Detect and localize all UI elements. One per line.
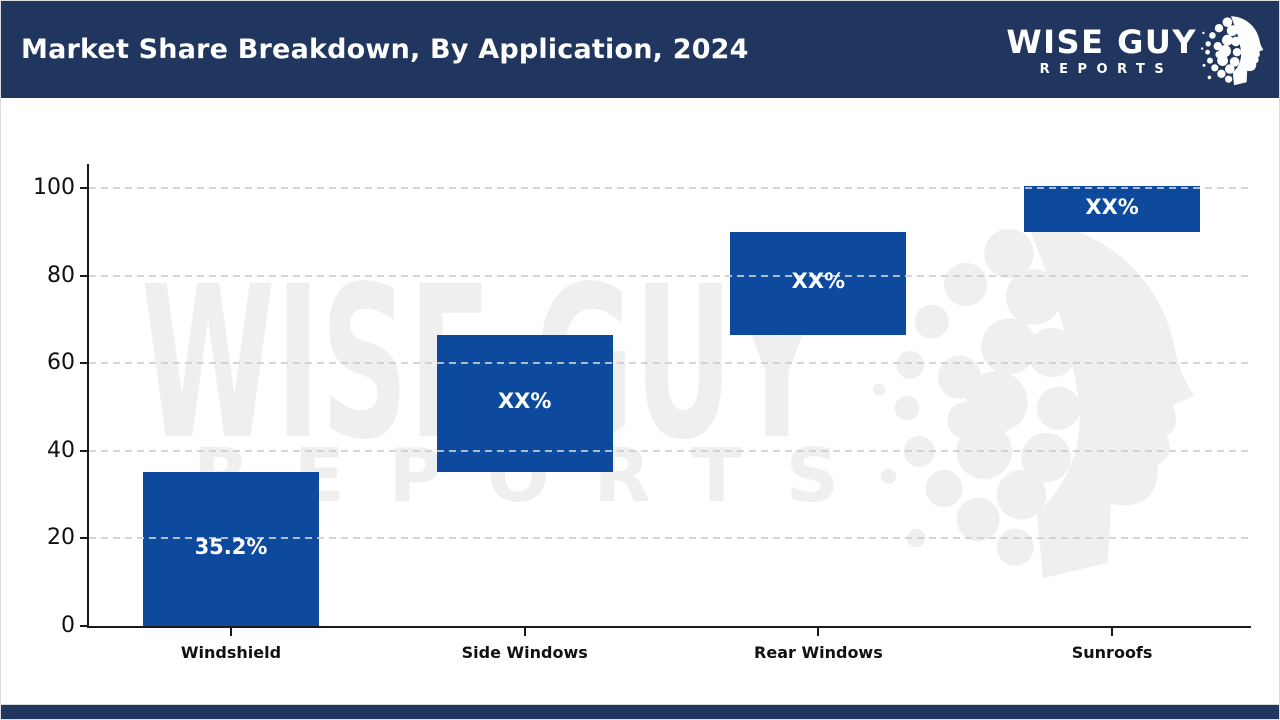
x-tick-mark bbox=[1111, 628, 1114, 636]
gridline bbox=[89, 274, 1249, 277]
x-tick-mark bbox=[523, 628, 526, 636]
bar bbox=[143, 471, 319, 626]
gridline bbox=[89, 449, 1249, 452]
x-tick-label: Side Windows bbox=[461, 643, 588, 662]
y-tick-label: 0 bbox=[61, 613, 75, 638]
page-title: Market Share Breakdown, By Application, … bbox=[21, 34, 749, 65]
x-tick-mark bbox=[817, 628, 820, 636]
x-tick-label: Windshield bbox=[180, 643, 282, 662]
bar-value-label: XX% bbox=[1085, 194, 1139, 219]
logo-reports-label: REPORTS bbox=[1039, 61, 1174, 77]
y-tick-label: 80 bbox=[47, 262, 75, 288]
x-tick-mark bbox=[230, 628, 232, 636]
y-tick-label: 60 bbox=[47, 350, 75, 376]
logo-text: WISE GUY REPORTS bbox=[1006, 23, 1197, 77]
y-tick-mark bbox=[80, 449, 88, 452]
y-tick-mark bbox=[80, 362, 88, 365]
gridline bbox=[89, 187, 1249, 189]
y-axis-spine bbox=[87, 164, 89, 628]
x-tick-label: Sunroofs bbox=[1071, 643, 1153, 662]
y-tick-label: 100 bbox=[33, 175, 75, 200]
bar bbox=[436, 334, 613, 472]
bar-value-label: 35.2% bbox=[194, 534, 268, 559]
footer-bar bbox=[1, 704, 1279, 719]
y-tick-mark bbox=[80, 537, 88, 540]
y-tick-mark bbox=[80, 274, 88, 277]
wise-guy-logo: WISE GUY REPORTS bbox=[1006, 9, 1267, 93]
x-axis-spine bbox=[87, 626, 1251, 628]
bar-value-label: XX% bbox=[497, 389, 552, 414]
header-bar: Market Share Breakdown, By Application, … bbox=[1, 1, 1279, 98]
gridline bbox=[89, 362, 1249, 365]
bar-value-label: XX% bbox=[791, 269, 846, 294]
y-tick-label: 40 bbox=[47, 437, 75, 463]
logo-wiseguy-label: WISE GUY bbox=[1006, 23, 1197, 62]
logo-head-icon bbox=[1201, 13, 1267, 89]
y-tick-mark bbox=[80, 187, 88, 189]
y-tick-label: 20 bbox=[47, 525, 75, 551]
x-tick-label: Rear Windows bbox=[754, 643, 883, 662]
y-tick-mark bbox=[80, 625, 88, 627]
gridline bbox=[89, 537, 1249, 540]
